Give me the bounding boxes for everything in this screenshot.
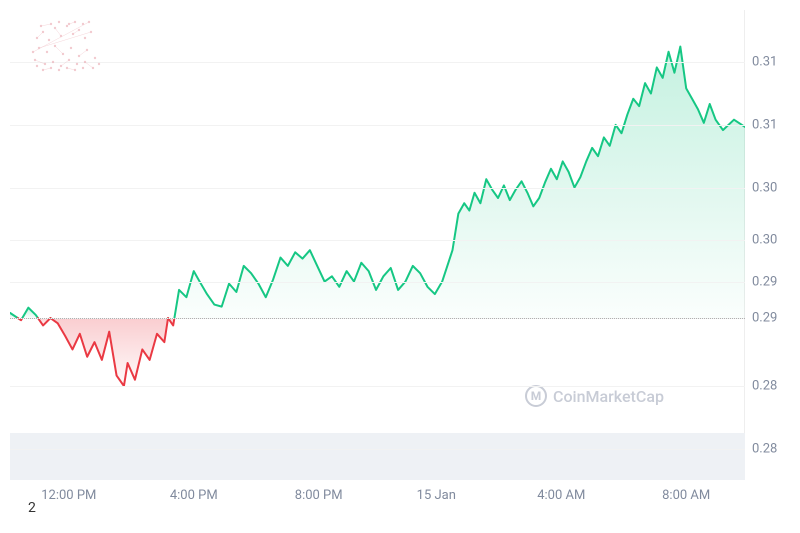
x-tick-label: 12:00 PM — [41, 488, 96, 503]
gridline — [10, 125, 745, 126]
y-tick-label: 0.28 — [752, 441, 777, 456]
watermark-text: CoinMarketCap — [553, 387, 664, 406]
x-tick-label: 4:00 AM — [537, 488, 585, 503]
gridline — [10, 386, 745, 387]
x-tick-label: 15 Jan — [417, 488, 456, 503]
y-axis: 0.31 0.31 0.30 0.30 0.29 0.29 0.28 0.28 — [746, 10, 790, 480]
x-tick-label: 4:00 PM — [170, 488, 218, 503]
gridline — [10, 62, 745, 63]
watermark-icon-letter: M — [531, 389, 542, 403]
volume-band — [10, 433, 745, 480]
plot-area: M CoinMarketCap — [10, 10, 745, 480]
gridline — [10, 188, 745, 189]
logo-scatter-icon — [25, 18, 105, 73]
y-tick-label: 0.30 — [752, 232, 777, 247]
x-axis: 12:00 PM 4:00 PM 8:00 PM 15 Jan 4:00 AM 8:00 … — [10, 488, 745, 508]
y-tick-label: 0.29 — [752, 311, 777, 326]
price-chart: M CoinMarketCap 0.31 0.31 0.30 0.30 0.29 0.29… — [10, 10, 790, 523]
coinmarketcap-watermark: M CoinMarketCap — [525, 385, 664, 407]
baseline-dotted — [10, 318, 745, 319]
y-tick-label: 0.29 — [752, 274, 777, 289]
x-tick-label: 8:00 PM — [295, 488, 343, 503]
y-tick-label: 0.28 — [752, 379, 777, 394]
gridline — [10, 449, 745, 450]
x-tick-label: 8:00 AM — [662, 488, 710, 503]
price-line-svg — [10, 10, 745, 480]
y-tick-label: 0.31 — [752, 117, 777, 132]
gridline — [10, 282, 745, 283]
page-number: 2 — [28, 500, 36, 516]
gridline — [10, 240, 745, 241]
y-tick-label: 0.30 — [752, 180, 777, 195]
coinmarketcap-icon: M — [525, 385, 547, 407]
y-tick-label: 0.31 — [752, 55, 777, 70]
